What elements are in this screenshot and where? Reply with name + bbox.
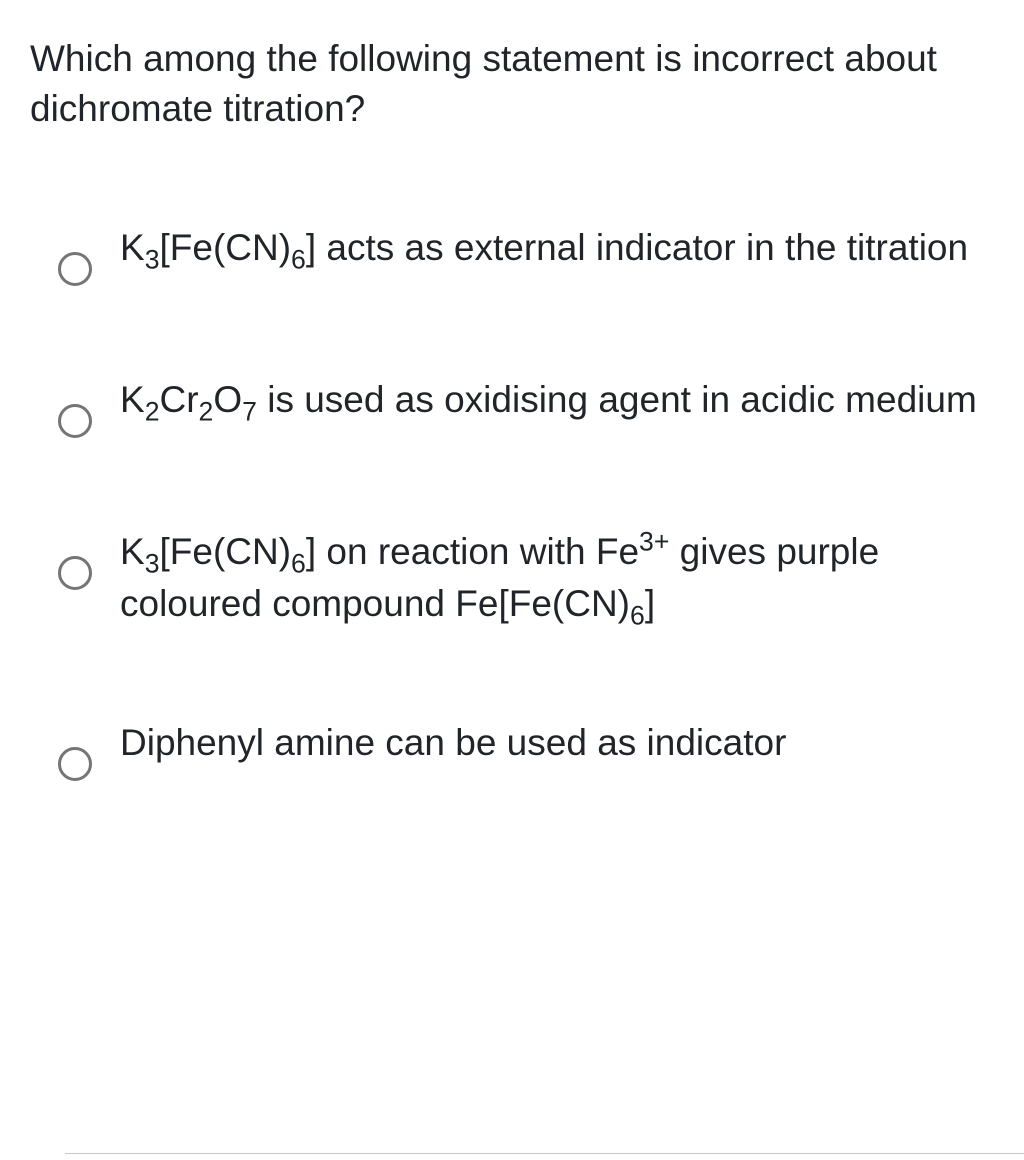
bottom-divider: [65, 1153, 1024, 1154]
question-text: Which among the following statement is i…: [30, 34, 994, 134]
option-text: K3[Fe(CN)6] acts as external indicator i…: [120, 222, 968, 274]
quiz-page: Which among the following statement is i…: [0, 0, 1024, 781]
options-list: K3[Fe(CN)6] acts as external indicator i…: [30, 222, 994, 782]
option-row[interactable]: K3[Fe(CN)6] on reaction with Fe3+ gives …: [58, 526, 994, 630]
option-row[interactable]: K2Cr2O7 is used as oxidising agent in ac…: [58, 374, 994, 438]
radio-icon[interactable]: [58, 404, 92, 438]
radio-icon[interactable]: [58, 252, 92, 286]
option-row[interactable]: Diphenyl amine can be used as indicator: [58, 717, 994, 781]
option-row[interactable]: K3[Fe(CN)6] acts as external indicator i…: [58, 222, 994, 286]
radio-icon[interactable]: [58, 556, 92, 590]
option-text: K2Cr2O7 is used as oxidising agent in ac…: [120, 374, 977, 426]
option-text: K3[Fe(CN)6] on reaction with Fe3+ gives …: [120, 526, 994, 630]
option-text: Diphenyl amine can be used as indicator: [120, 717, 786, 769]
radio-icon[interactable]: [58, 747, 92, 781]
